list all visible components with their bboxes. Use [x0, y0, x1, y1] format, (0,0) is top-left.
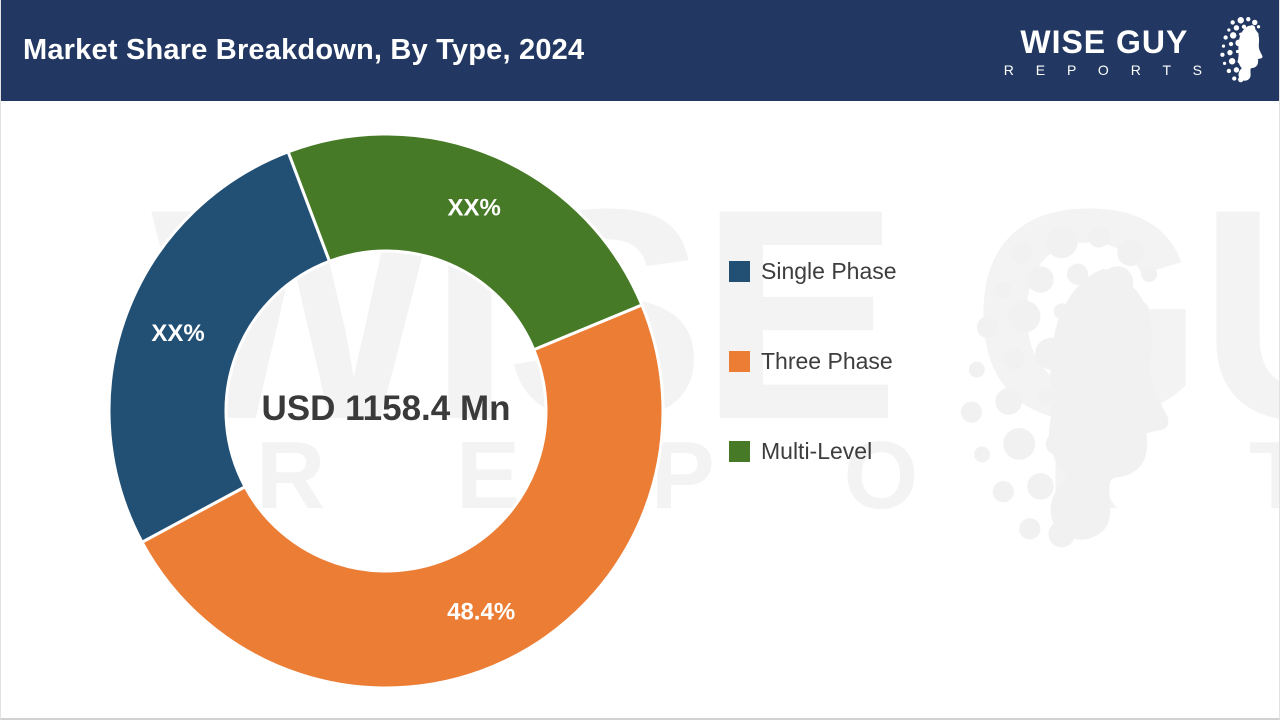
segment-value-label: XX% [447, 194, 500, 221]
legend-item-multi-level: Multi-Level [729, 438, 897, 464]
donut-chart: XX% 48.4% XX% [86, 111, 686, 711]
chart-center-value: USD 1158.4 Mn [261, 389, 511, 428]
legend-label-three-phase: Three Phase [761, 347, 893, 374]
legend-item-single-phase: Single Phase [729, 258, 897, 284]
legend-label-multi-level: Multi-Level [761, 437, 873, 464]
legend-swatch-single-phase [729, 260, 750, 282]
logo-text: WISE GUY R E P O R T S [998, 24, 1211, 78]
segment-value-label: 48.4% [447, 599, 515, 626]
donut-segment-single-phase [107, 149, 332, 545]
donut-segment-three-phase [139, 303, 665, 690]
watermark-face-icon [876, 211, 1181, 576]
legend-swatch-multi-level [729, 440, 750, 462]
header-bar: Market Share Breakdown, By Type, 2024 WI… [1, 0, 1280, 101]
legend-swatch-three-phase [729, 350, 750, 372]
chart-legend: Single Phase Three Phase Multi-Level [729, 258, 897, 528]
page-title: Market Share Breakdown, By Type, 2024 [23, 34, 585, 66]
logo-subtitle: R E P O R T S [1003, 61, 1211, 78]
donut-segment-multi-level [286, 132, 644, 352]
segment-value-label: XX% [151, 320, 204, 347]
face-profile-logo-icon [1203, 14, 1265, 88]
logo-wordmark: WISE GUY [1020, 23, 1189, 60]
legend-item-three-phase: Three Phase [729, 348, 897, 374]
donut-chart-svg: XX% 48.4% XX% [107, 132, 665, 690]
wiseguy-logo: WISE GUY R E P O R T S [998, 14, 1280, 88]
legend-label-single-phase: Single Phase [761, 257, 897, 284]
